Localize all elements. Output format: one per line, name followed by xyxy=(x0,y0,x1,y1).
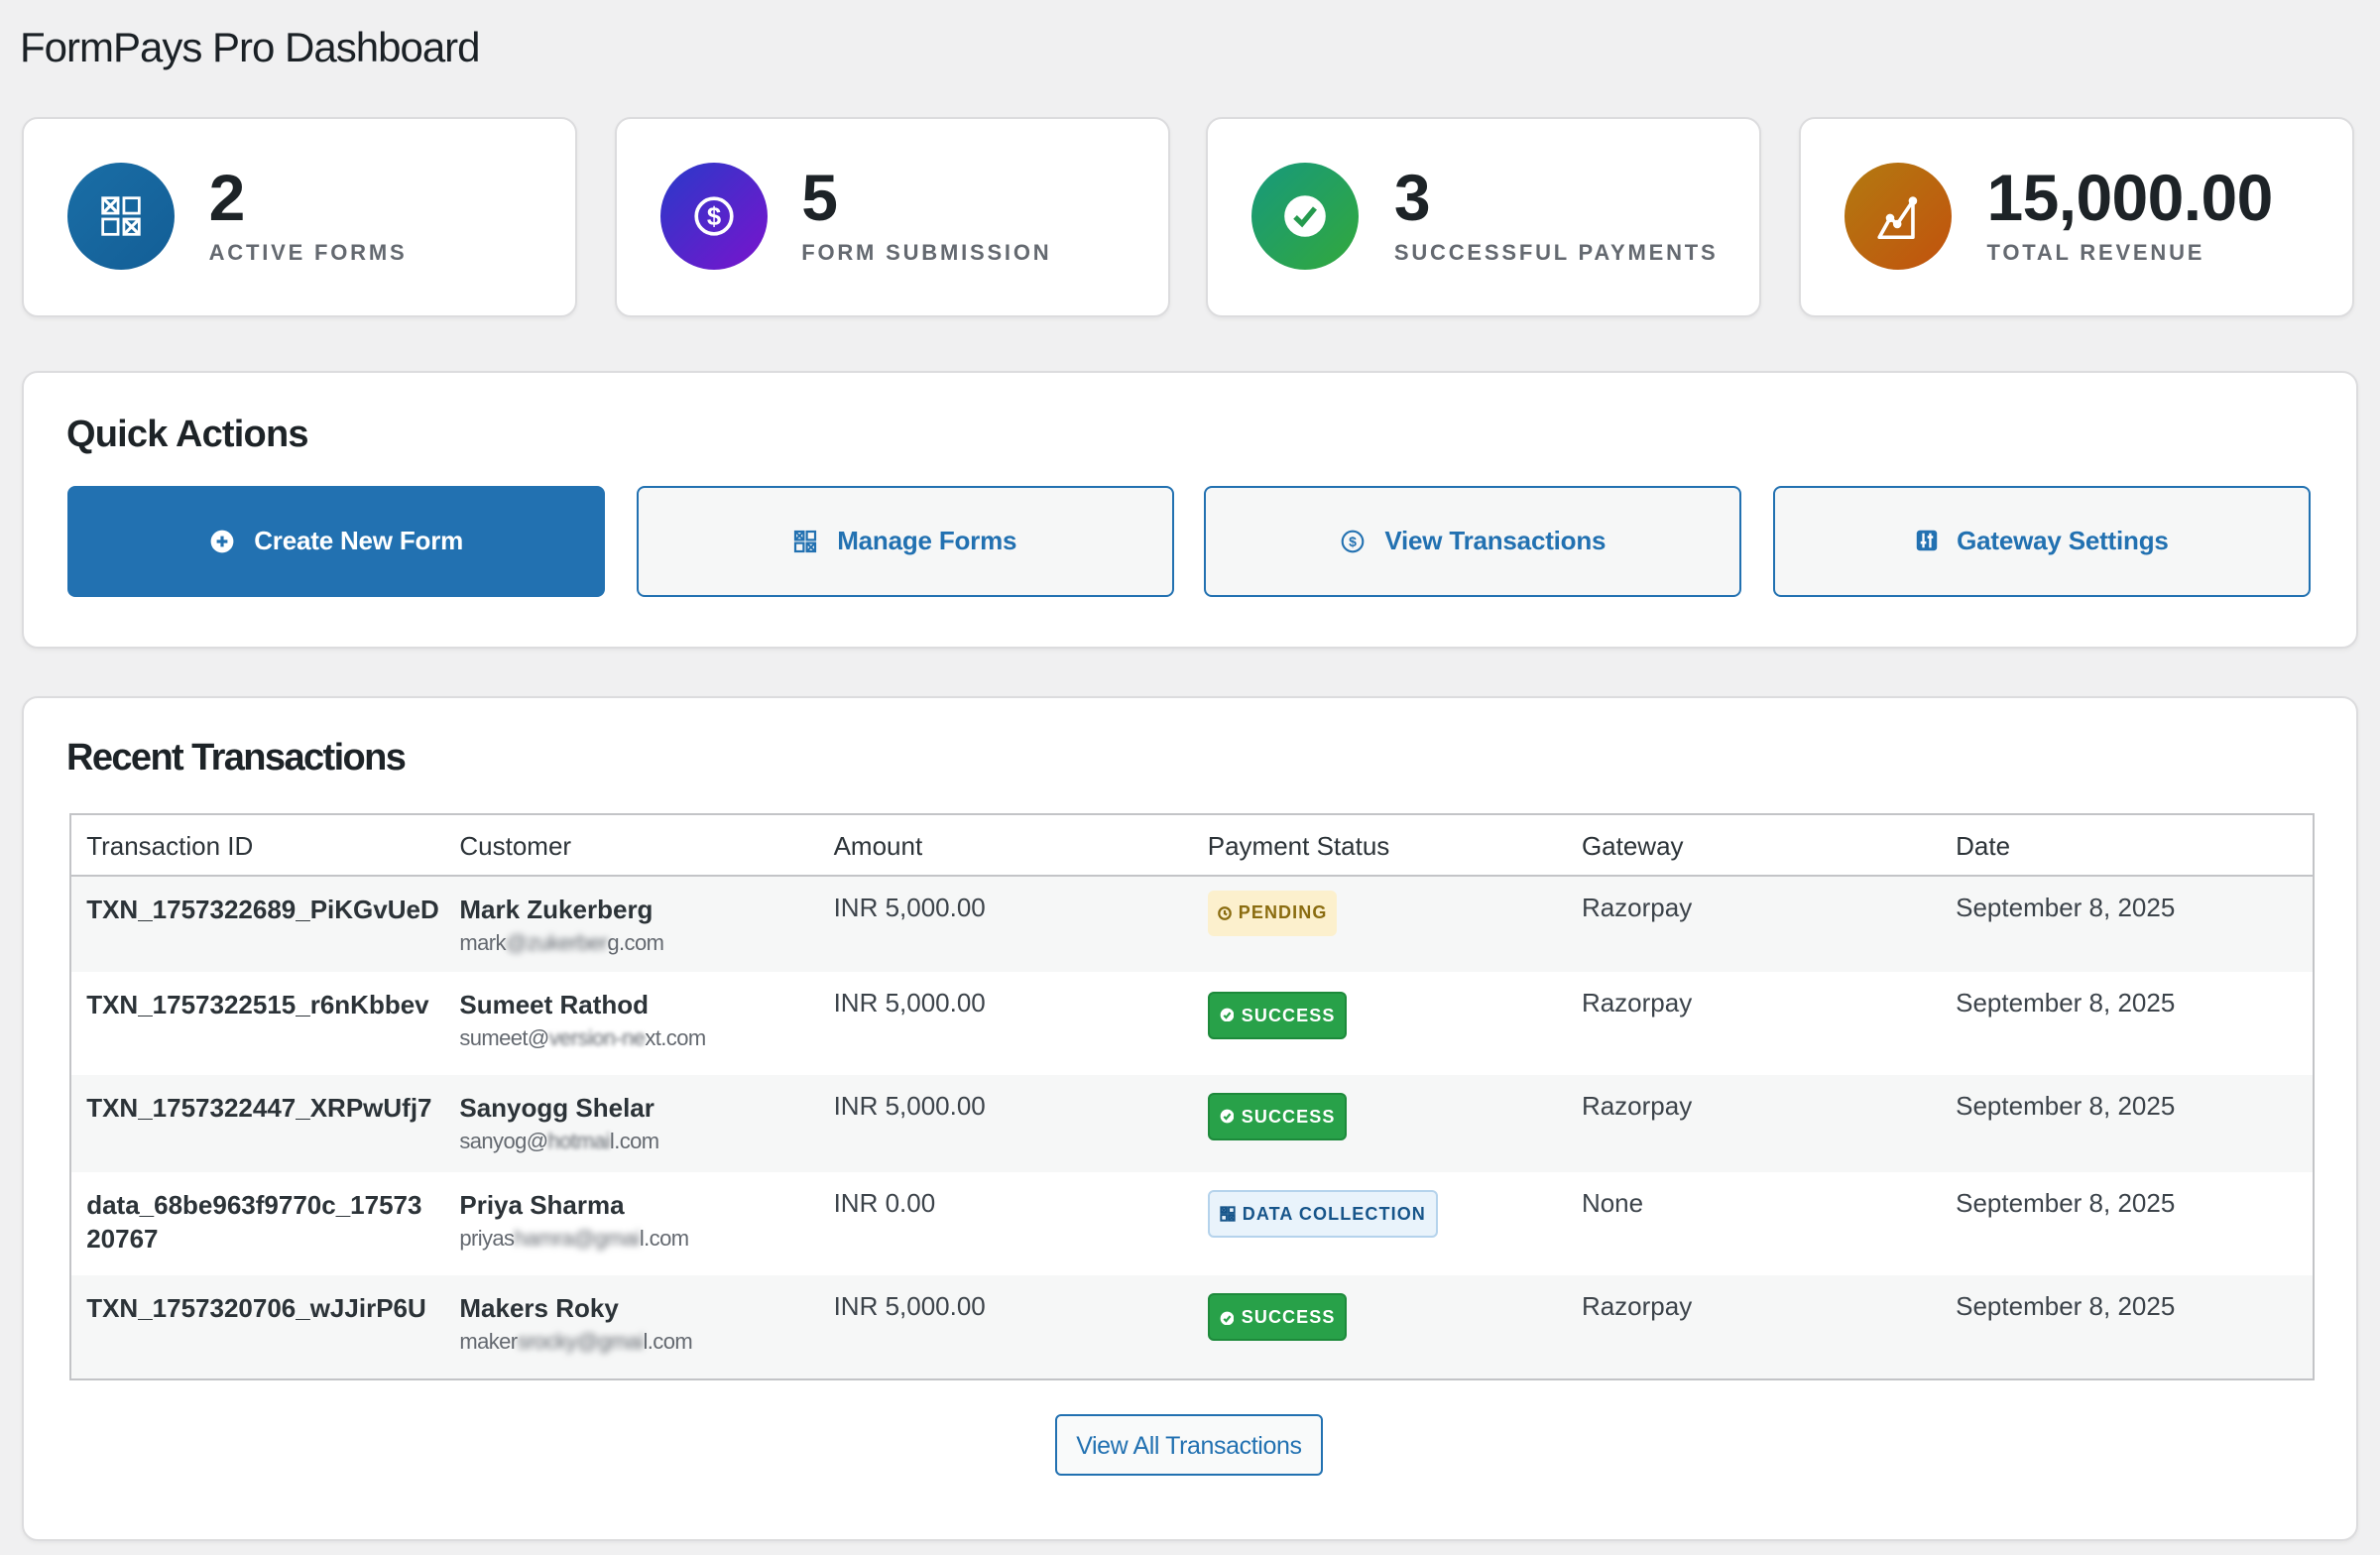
svg-text:$: $ xyxy=(706,203,720,231)
svg-text:$: $ xyxy=(1349,534,1357,549)
